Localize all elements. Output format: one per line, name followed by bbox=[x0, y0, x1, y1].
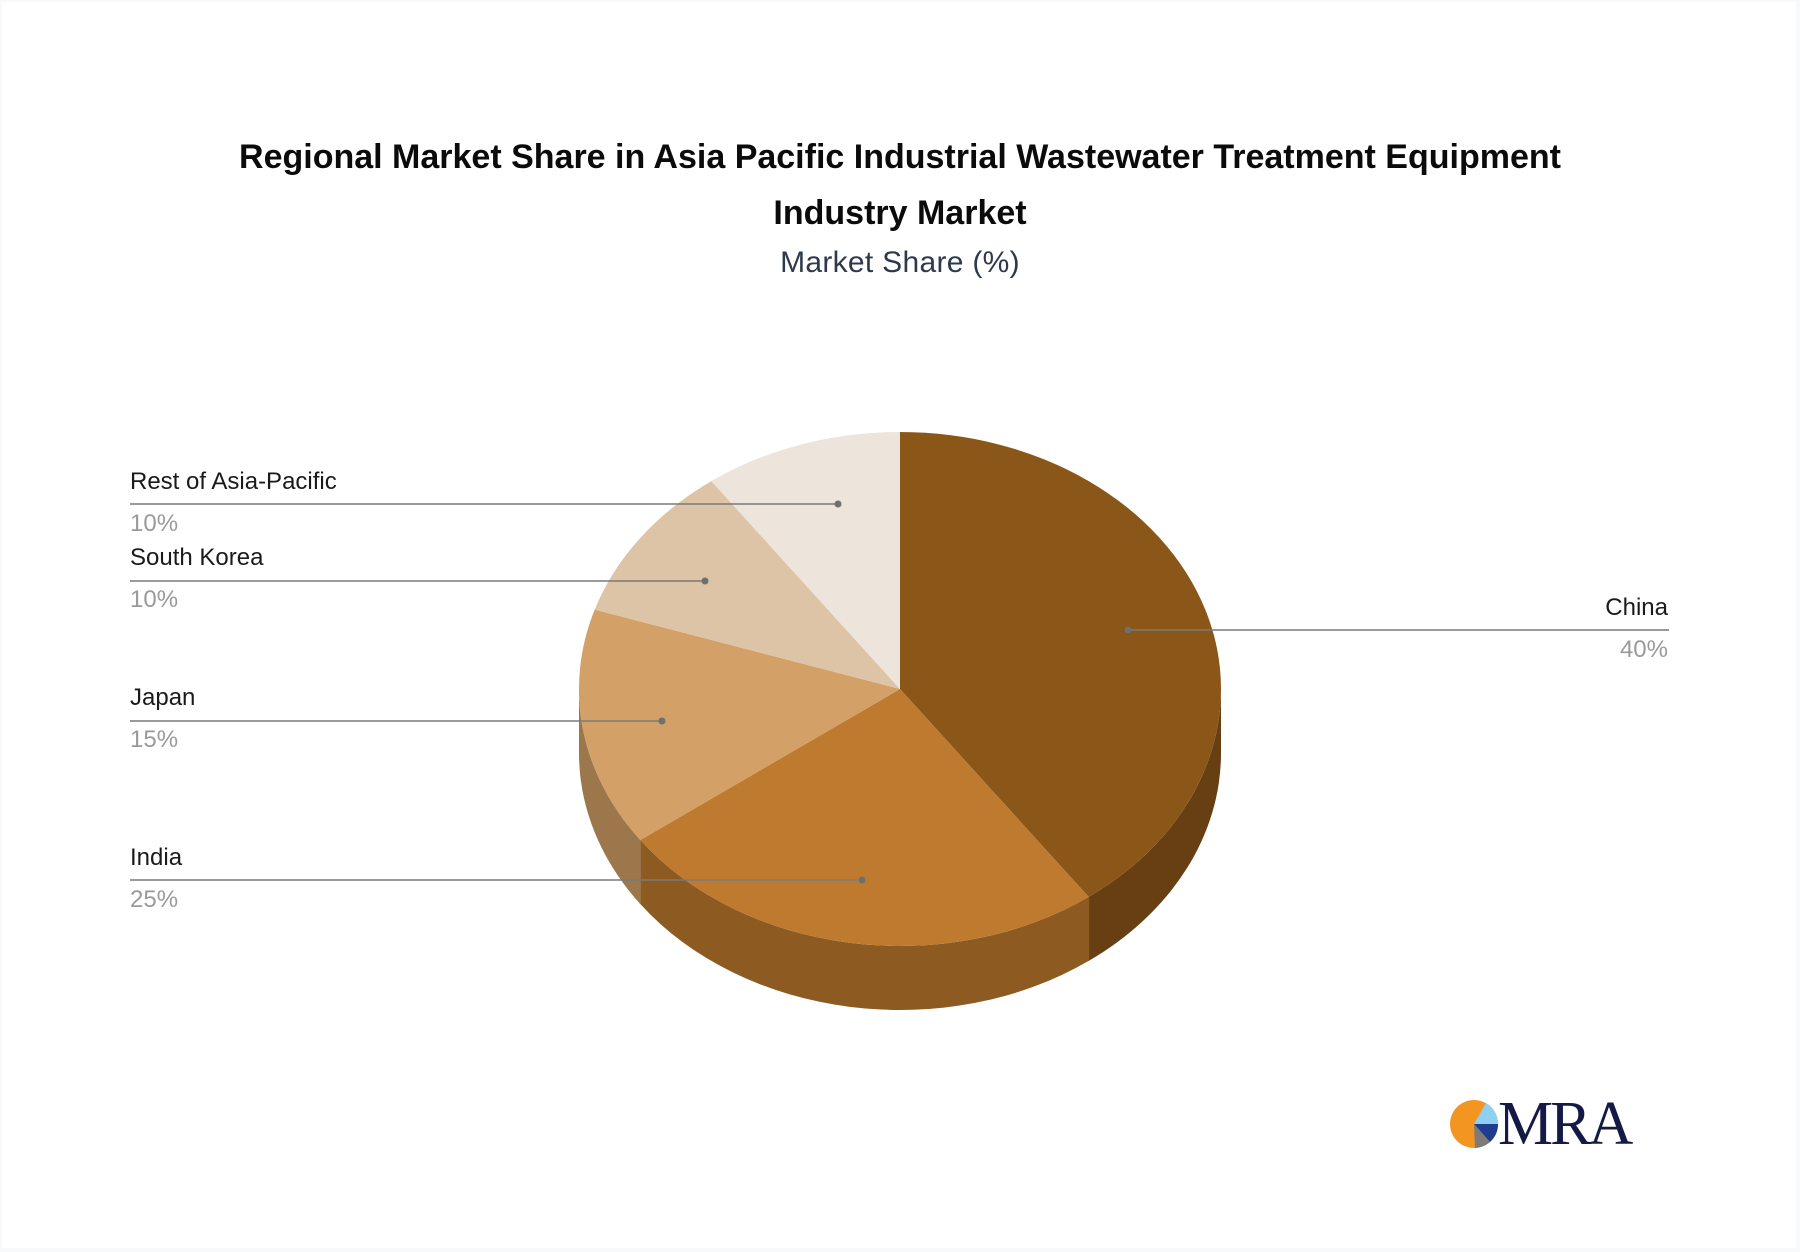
logo-text: MRA bbox=[1498, 1090, 1633, 1158]
pct-india: 25% bbox=[130, 886, 179, 913]
pct-china: 40% bbox=[1619, 636, 1668, 663]
pct-japan: 15% bbox=[130, 726, 179, 753]
label-china: China bbox=[1605, 594, 1668, 621]
chart-subtitle: Market Share (%) bbox=[780, 246, 1020, 279]
label-rest-of-asia-pacific: Rest of Asia-Pacific bbox=[130, 468, 337, 495]
mra-logo: MRA bbox=[1448, 1092, 1648, 1156]
leader-dot bbox=[858, 876, 866, 884]
pie-slice-india bbox=[640, 689, 1089, 946]
pct-south-korea: 10% bbox=[130, 586, 179, 613]
chart-title-line-1: Regional Market Share in Asia Pacific In… bbox=[239, 138, 1561, 176]
pie-side-china bbox=[1088, 689, 1221, 961]
pie-side-japan bbox=[579, 689, 641, 905]
pie-slice-south-korea bbox=[594, 481, 900, 689]
pie-slice-japan bbox=[579, 609, 900, 841]
pie-slice-china bbox=[900, 432, 1222, 897]
chart-title-line-2: Industry Market bbox=[773, 194, 1027, 232]
label-south-korea: South Korea bbox=[130, 544, 264, 571]
pct-rest-of-asia-pacific: 10% bbox=[130, 510, 179, 537]
pie-logo-icon bbox=[1450, 1100, 1499, 1148]
label-japan: Japan bbox=[130, 684, 196, 711]
pie-slice-rest-of-asia-pacific bbox=[711, 432, 900, 689]
leader-dot bbox=[701, 577, 709, 585]
leader-dot bbox=[658, 717, 666, 725]
leader-dot bbox=[1124, 626, 1132, 634]
leader-dot bbox=[834, 500, 842, 508]
pie-side-india bbox=[640, 840, 1089, 1010]
label-india: India bbox=[130, 844, 183, 871]
